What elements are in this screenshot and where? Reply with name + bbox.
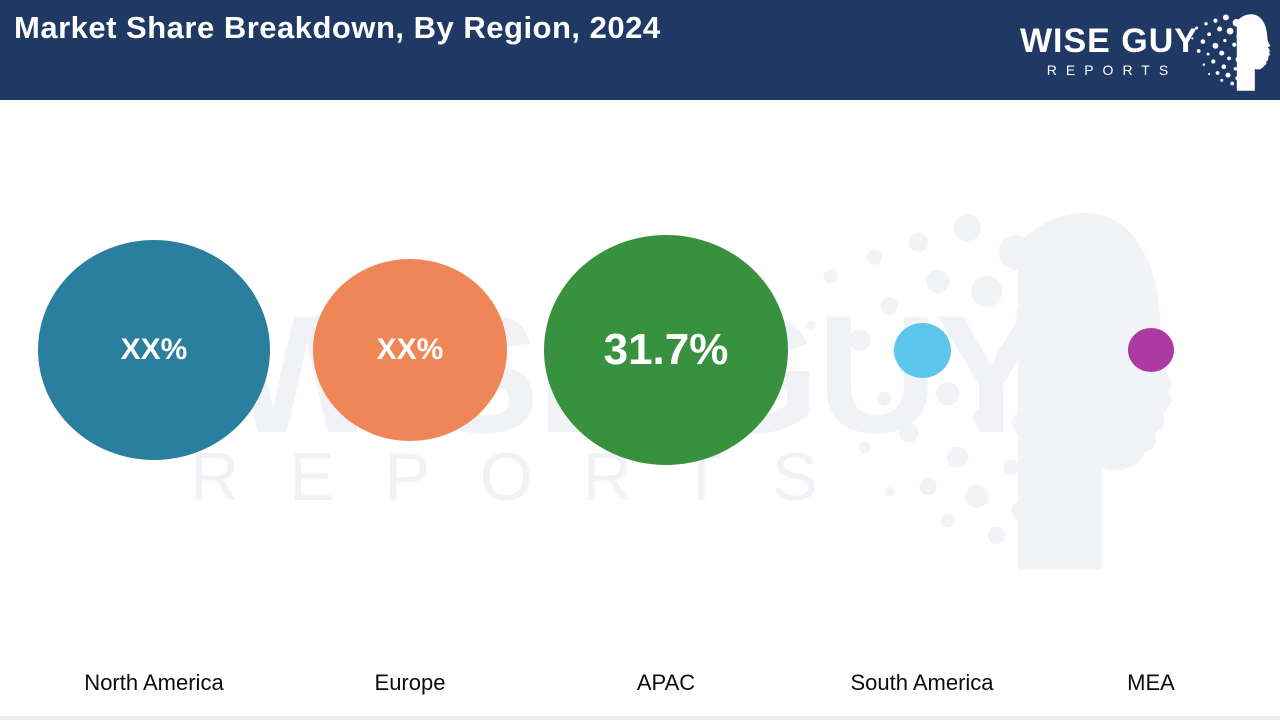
- category-label-europe: Europe: [374, 670, 446, 695]
- category-label-apac: APAC: [636, 670, 696, 695]
- logo-wordmark: WISE GUY: [1019, 22, 1198, 61]
- bubble-south-america: [893, 322, 951, 378]
- bubble-mea: [1128, 328, 1174, 372]
- bottom-divider: [0, 716, 1280, 720]
- watermark-brain-face-icon: [806, 212, 1175, 570]
- bubble-value-label: XX%: [376, 333, 444, 366]
- watermark-subtitle: REPORTS: [190, 439, 868, 515]
- bubble-north-america: XX%: [38, 240, 270, 460]
- category-label-mea: MEA: [1127, 670, 1175, 695]
- logo-subtitle: REPORTS: [1046, 61, 1178, 78]
- category-label-north-america: North America: [84, 670, 224, 695]
- page-title: Market Share Breakdown, By Region, 2024: [14, 10, 661, 45]
- category-label-south-america: South America: [850, 670, 994, 695]
- bubble-europe: XX%: [313, 259, 507, 441]
- logo-text: WISE GUY REPORTS: [1019, 22, 1198, 78]
- wise-guy-logo: WISE GUY REPORTS: [1020, 6, 1272, 96]
- bubble-value-label: XX%: [120, 333, 188, 366]
- bubble-value-label: 31.7%: [603, 325, 729, 374]
- header: Market Share Breakdown, By Region, 2024 …: [0, 0, 1280, 100]
- bubble-apac: 31.7%: [544, 235, 788, 465]
